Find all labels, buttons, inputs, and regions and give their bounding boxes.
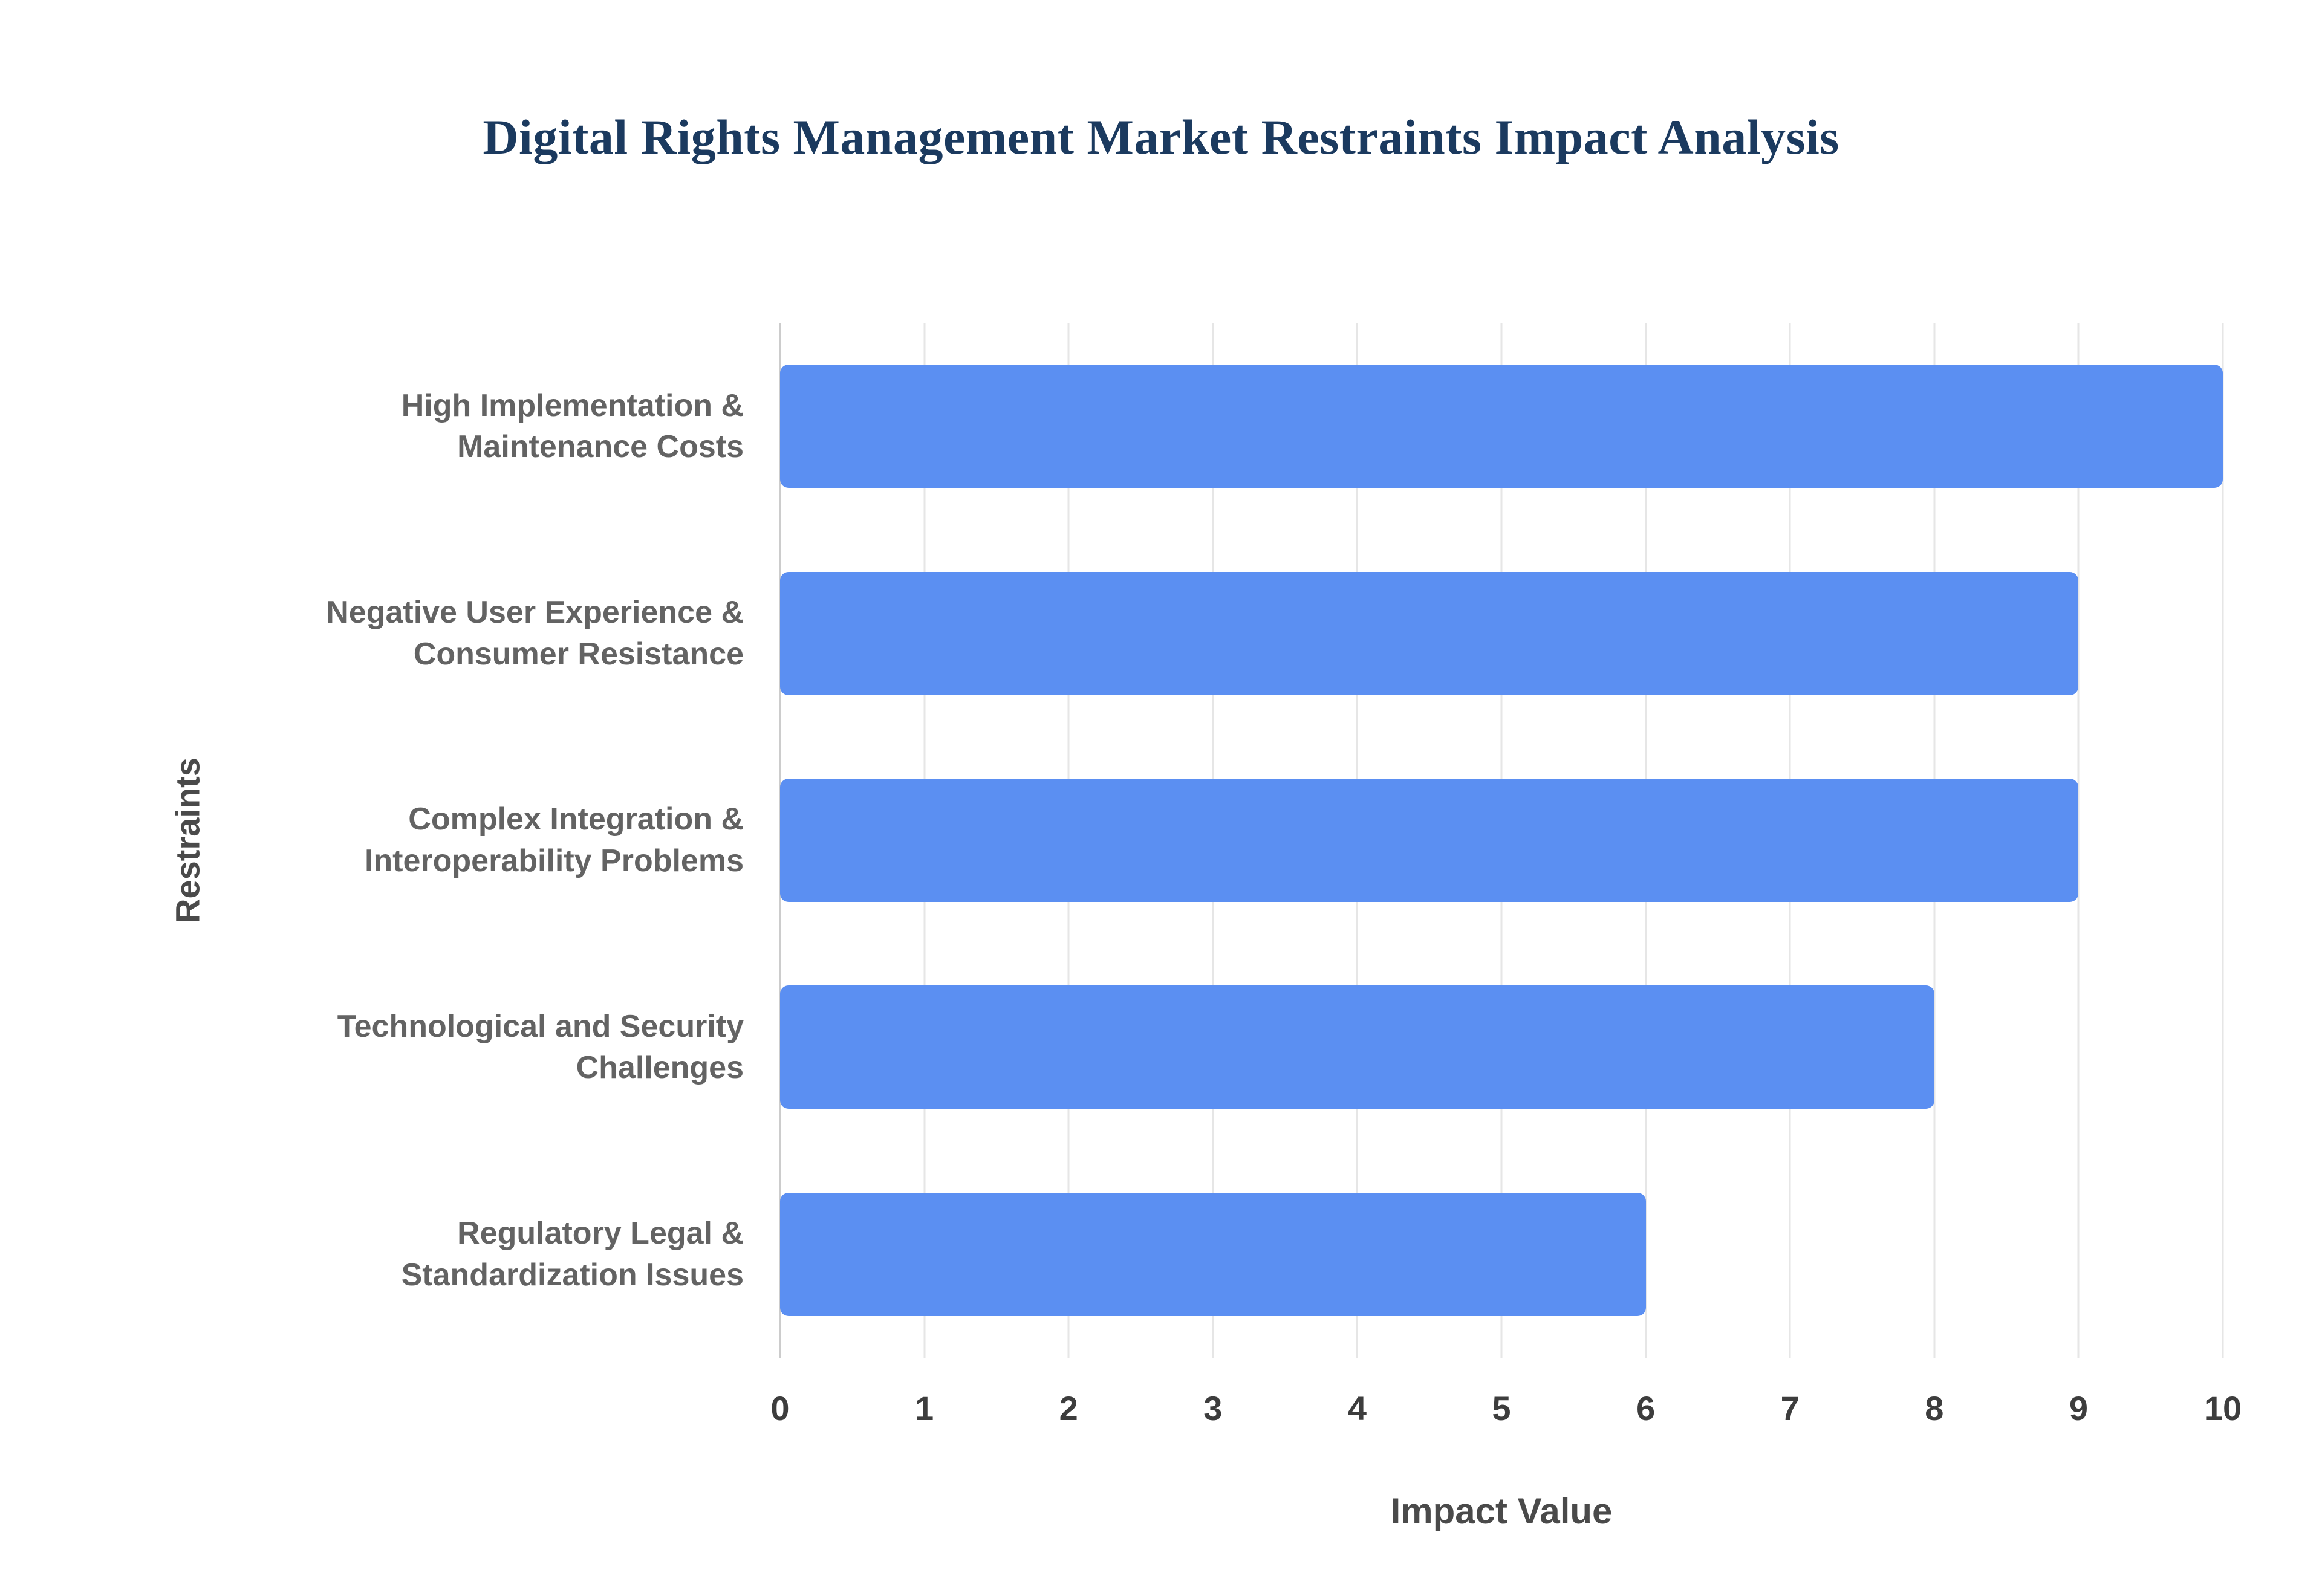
gridline <box>2222 323 2224 1358</box>
bar-row <box>780 737 2223 944</box>
bar-row <box>780 530 2223 736</box>
bar-row <box>780 1151 2223 1358</box>
bar <box>780 571 2079 695</box>
x-axis-label: Impact Value <box>1390 1491 1613 1531</box>
y-axis-label: Restraints <box>168 757 207 923</box>
x-tick-label: 10 <box>2203 1389 2242 1427</box>
x-tick-label: 5 <box>1492 1389 1511 1427</box>
category-label: Negative User Experience & Consumer Resi… <box>326 594 744 672</box>
x-tick-label: 6 <box>1636 1389 1656 1427</box>
x-tick-label: 4 <box>1347 1389 1367 1427</box>
x-tick-label: 9 <box>2069 1389 2088 1427</box>
category-label: High Implementation & Maintenance Costs <box>401 388 744 465</box>
x-tick-row: 0 1 2 3 4 5 6 7 8 9 10 <box>770 1387 2242 1430</box>
bar-rows <box>780 323 2223 1358</box>
category-label: Complex Integration & Interoperability P… <box>364 802 744 879</box>
category-label: Technological and Security Challenges <box>337 1008 744 1086</box>
x-tick-label: 3 <box>1203 1389 1223 1427</box>
x-tick-label: 0 <box>770 1389 790 1427</box>
x-tick-label: 8 <box>1925 1389 1944 1427</box>
x-tick-label: 7 <box>1780 1389 1800 1427</box>
bar <box>780 985 1934 1109</box>
x-tick-label: 1 <box>915 1389 934 1427</box>
bar-row <box>780 944 2223 1150</box>
chart-title: Digital Rights Management Market Restrai… <box>483 109 1839 164</box>
x-tick-label: 2 <box>1059 1389 1078 1427</box>
bar-row <box>780 323 2223 530</box>
bar <box>780 779 2079 903</box>
category-labels: High Implementation & Maintenance Costs N… <box>230 323 744 1358</box>
bar <box>780 365 2223 488</box>
gridline <box>2077 323 2080 1358</box>
category-label: Regulatory Legal & Standardization Issue… <box>401 1216 744 1293</box>
bar <box>780 1192 1646 1316</box>
plot-area <box>779 323 2224 1358</box>
